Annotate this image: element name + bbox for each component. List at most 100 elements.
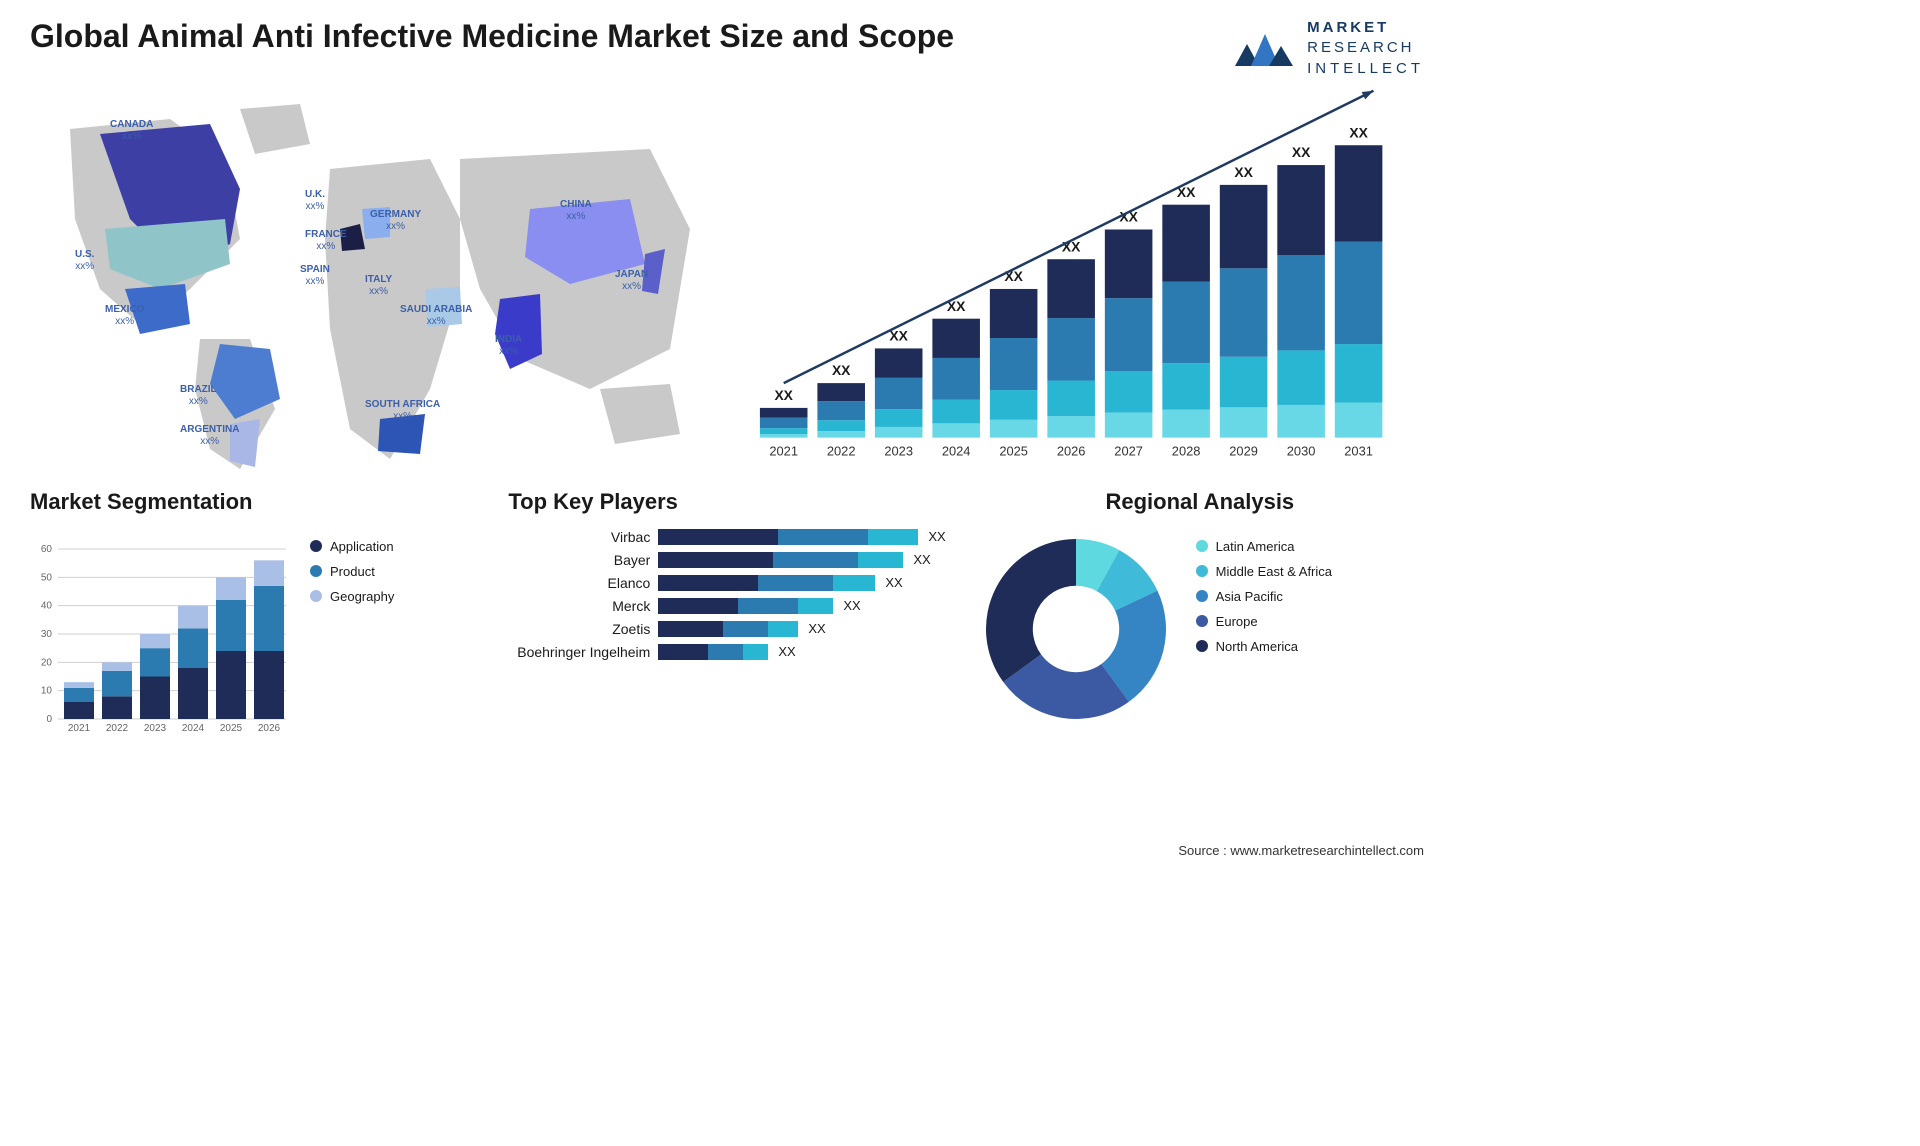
map-label: GERMANYxx%	[370, 209, 421, 233]
svg-text:XX: XX	[1292, 144, 1311, 160]
legend-item: Middle East & Africa	[1196, 564, 1332, 579]
player-row: Virbac XX	[508, 529, 945, 545]
growth-bar-chart-svg: XX2021XX2022XX2023XX2024XX2025XX2026XX20…	[750, 89, 1424, 479]
legend-item: Geography	[310, 589, 394, 604]
header: Global Animal Anti Infective Medicine Ma…	[0, 0, 1454, 89]
players-list: VirbacXXBayerXXElancoXXMerckXXZoetisXXBo…	[508, 529, 945, 660]
player-value: XX	[808, 621, 825, 636]
segmentation-panel: Market Segmentation 0 10 20 30 40 50 60 2021 202…	[30, 489, 478, 739]
svg-text:2023: 2023	[144, 723, 167, 734]
map-label: MEXICOxx%	[105, 304, 144, 328]
svg-text:2024: 2024	[942, 443, 971, 458]
svg-text:XX: XX	[832, 362, 851, 378]
player-name: Boehringer Ingelheim	[508, 644, 658, 660]
svg-text:60: 60	[41, 544, 53, 555]
svg-text:2029: 2029	[1229, 443, 1258, 458]
player-value: XX	[885, 575, 902, 590]
player-bar	[658, 621, 798, 637]
player-name: Virbac	[508, 529, 658, 545]
map-label: BRAZILxx%	[180, 384, 217, 408]
logo-text-1: MARKET	[1307, 18, 1424, 38]
player-row: Zoetis XX	[508, 621, 945, 637]
map-label: U.K.xx%	[305, 189, 325, 213]
page-title: Global Animal Anti Infective Medicine Ma…	[30, 18, 954, 55]
svg-text:2026: 2026	[1057, 443, 1086, 458]
map-label: CHINAxx%	[560, 199, 592, 223]
player-row: MerckXX	[508, 598, 945, 614]
svg-text:2024: 2024	[182, 723, 205, 734]
players-panel: Top Key Players VirbacXXBayerXXElancoXXM…	[508, 489, 945, 739]
logo-text-3: INTELLECT	[1307, 59, 1424, 79]
svg-text:40: 40	[41, 600, 53, 611]
growth-bar-chart: XX2021XX2022XX2023XX2024XX2025XX2026XX20…	[750, 89, 1424, 479]
map-label: SAUDI ARABIAxx%	[400, 304, 472, 328]
svg-text:2022: 2022	[106, 723, 129, 734]
legend-item: Asia Pacific	[1196, 589, 1332, 604]
svg-text:2023: 2023	[884, 443, 913, 458]
player-name: Zoetis	[508, 621, 658, 637]
logo-icon	[1235, 26, 1295, 70]
svg-text:2031: 2031	[1344, 443, 1373, 458]
player-value: XX	[843, 598, 860, 613]
map-label: ARGENTINAxx%	[180, 424, 239, 448]
map-label: CANADAxx%	[110, 119, 153, 143]
player-value: XX	[913, 552, 930, 567]
logo-text-2: RESEARCH	[1307, 38, 1424, 58]
map-label: FRANCExx%	[305, 229, 347, 253]
player-bar	[658, 529, 918, 545]
regional-panel: Regional Analysis Latin America Middle Ea…	[976, 489, 1424, 739]
map-label: SPAINxx%	[300, 264, 330, 288]
legend-item: Latin America	[1196, 539, 1332, 554]
player-bar	[658, 598, 833, 614]
svg-text:XX: XX	[1234, 164, 1253, 180]
regional-legend: Latin America Middle East & Africa Asia Pa…	[1196, 529, 1332, 664]
regional-donut-svg	[976, 529, 1176, 729]
svg-text:2025: 2025	[999, 443, 1028, 458]
world-map: CANADAxx% U.S.xx% MEXICOxx% BRAZILxx% ARGENT…	[30, 89, 720, 479]
player-value: XX	[778, 644, 795, 659]
player-name: Elanco	[508, 575, 658, 591]
players-title: Top Key Players	[508, 489, 945, 515]
player-bar	[658, 644, 768, 660]
player-row: Boehringer Ingelheim XX	[508, 644, 945, 660]
legend-item: Europe	[1196, 614, 1332, 629]
svg-text:XX: XX	[1349, 124, 1368, 140]
svg-text:2025: 2025	[220, 723, 243, 734]
svg-text:XX: XX	[774, 387, 793, 403]
player-name: Bayer	[508, 552, 658, 568]
top-row: CANADAxx% U.S.xx% MEXICOxx% BRAZILxx% ARGENT…	[0, 89, 1454, 479]
svg-text:30: 30	[41, 629, 53, 640]
svg-text:0: 0	[46, 714, 52, 725]
svg-text:2021: 2021	[68, 723, 91, 734]
map-label: ITALYxx%	[365, 274, 392, 298]
player-row: Elanco XX	[508, 575, 945, 591]
svg-text:2028: 2028	[1172, 443, 1201, 458]
svg-text:2022: 2022	[827, 443, 856, 458]
legend-item: Product	[310, 564, 394, 579]
map-label: INDIAxx%	[495, 334, 522, 358]
player-bar	[658, 575, 875, 591]
segmentation-legend: Application Product Geography	[310, 529, 394, 614]
player-bar	[658, 552, 903, 568]
legend-item: North America	[1196, 639, 1332, 654]
segmentation-chart-svg: 0 10 20 30 40 50 60 2021 2022 2023 2024 2025 2026	[30, 529, 290, 739]
segmentation-title: Market Segmentation	[30, 489, 478, 515]
source-text: Source : www.marketresearchintellect.com	[1178, 843, 1424, 858]
svg-text:2021: 2021	[769, 443, 798, 458]
map-label: SOUTH AFRICAxx%	[365, 399, 440, 423]
svg-text:10: 10	[41, 685, 53, 696]
legend-item: Application	[310, 539, 394, 554]
svg-text:XX: XX	[1004, 268, 1023, 284]
map-label: JAPANxx%	[615, 269, 648, 293]
player-row: Bayer XX	[508, 552, 945, 568]
map-label: U.S.xx%	[75, 249, 94, 273]
regional-title: Regional Analysis	[976, 489, 1424, 515]
svg-text:2030: 2030	[1287, 443, 1316, 458]
bottom-row: Market Segmentation 0 10 20 30 40 50 60 2021 202…	[0, 479, 1454, 739]
svg-text:20: 20	[41, 657, 53, 668]
svg-text:2026: 2026	[258, 723, 281, 734]
svg-text:50: 50	[41, 572, 53, 583]
player-value: XX	[928, 529, 945, 544]
brand-logo: MARKET RESEARCH INTELLECT	[1235, 18, 1424, 79]
svg-text:2027: 2027	[1114, 443, 1143, 458]
